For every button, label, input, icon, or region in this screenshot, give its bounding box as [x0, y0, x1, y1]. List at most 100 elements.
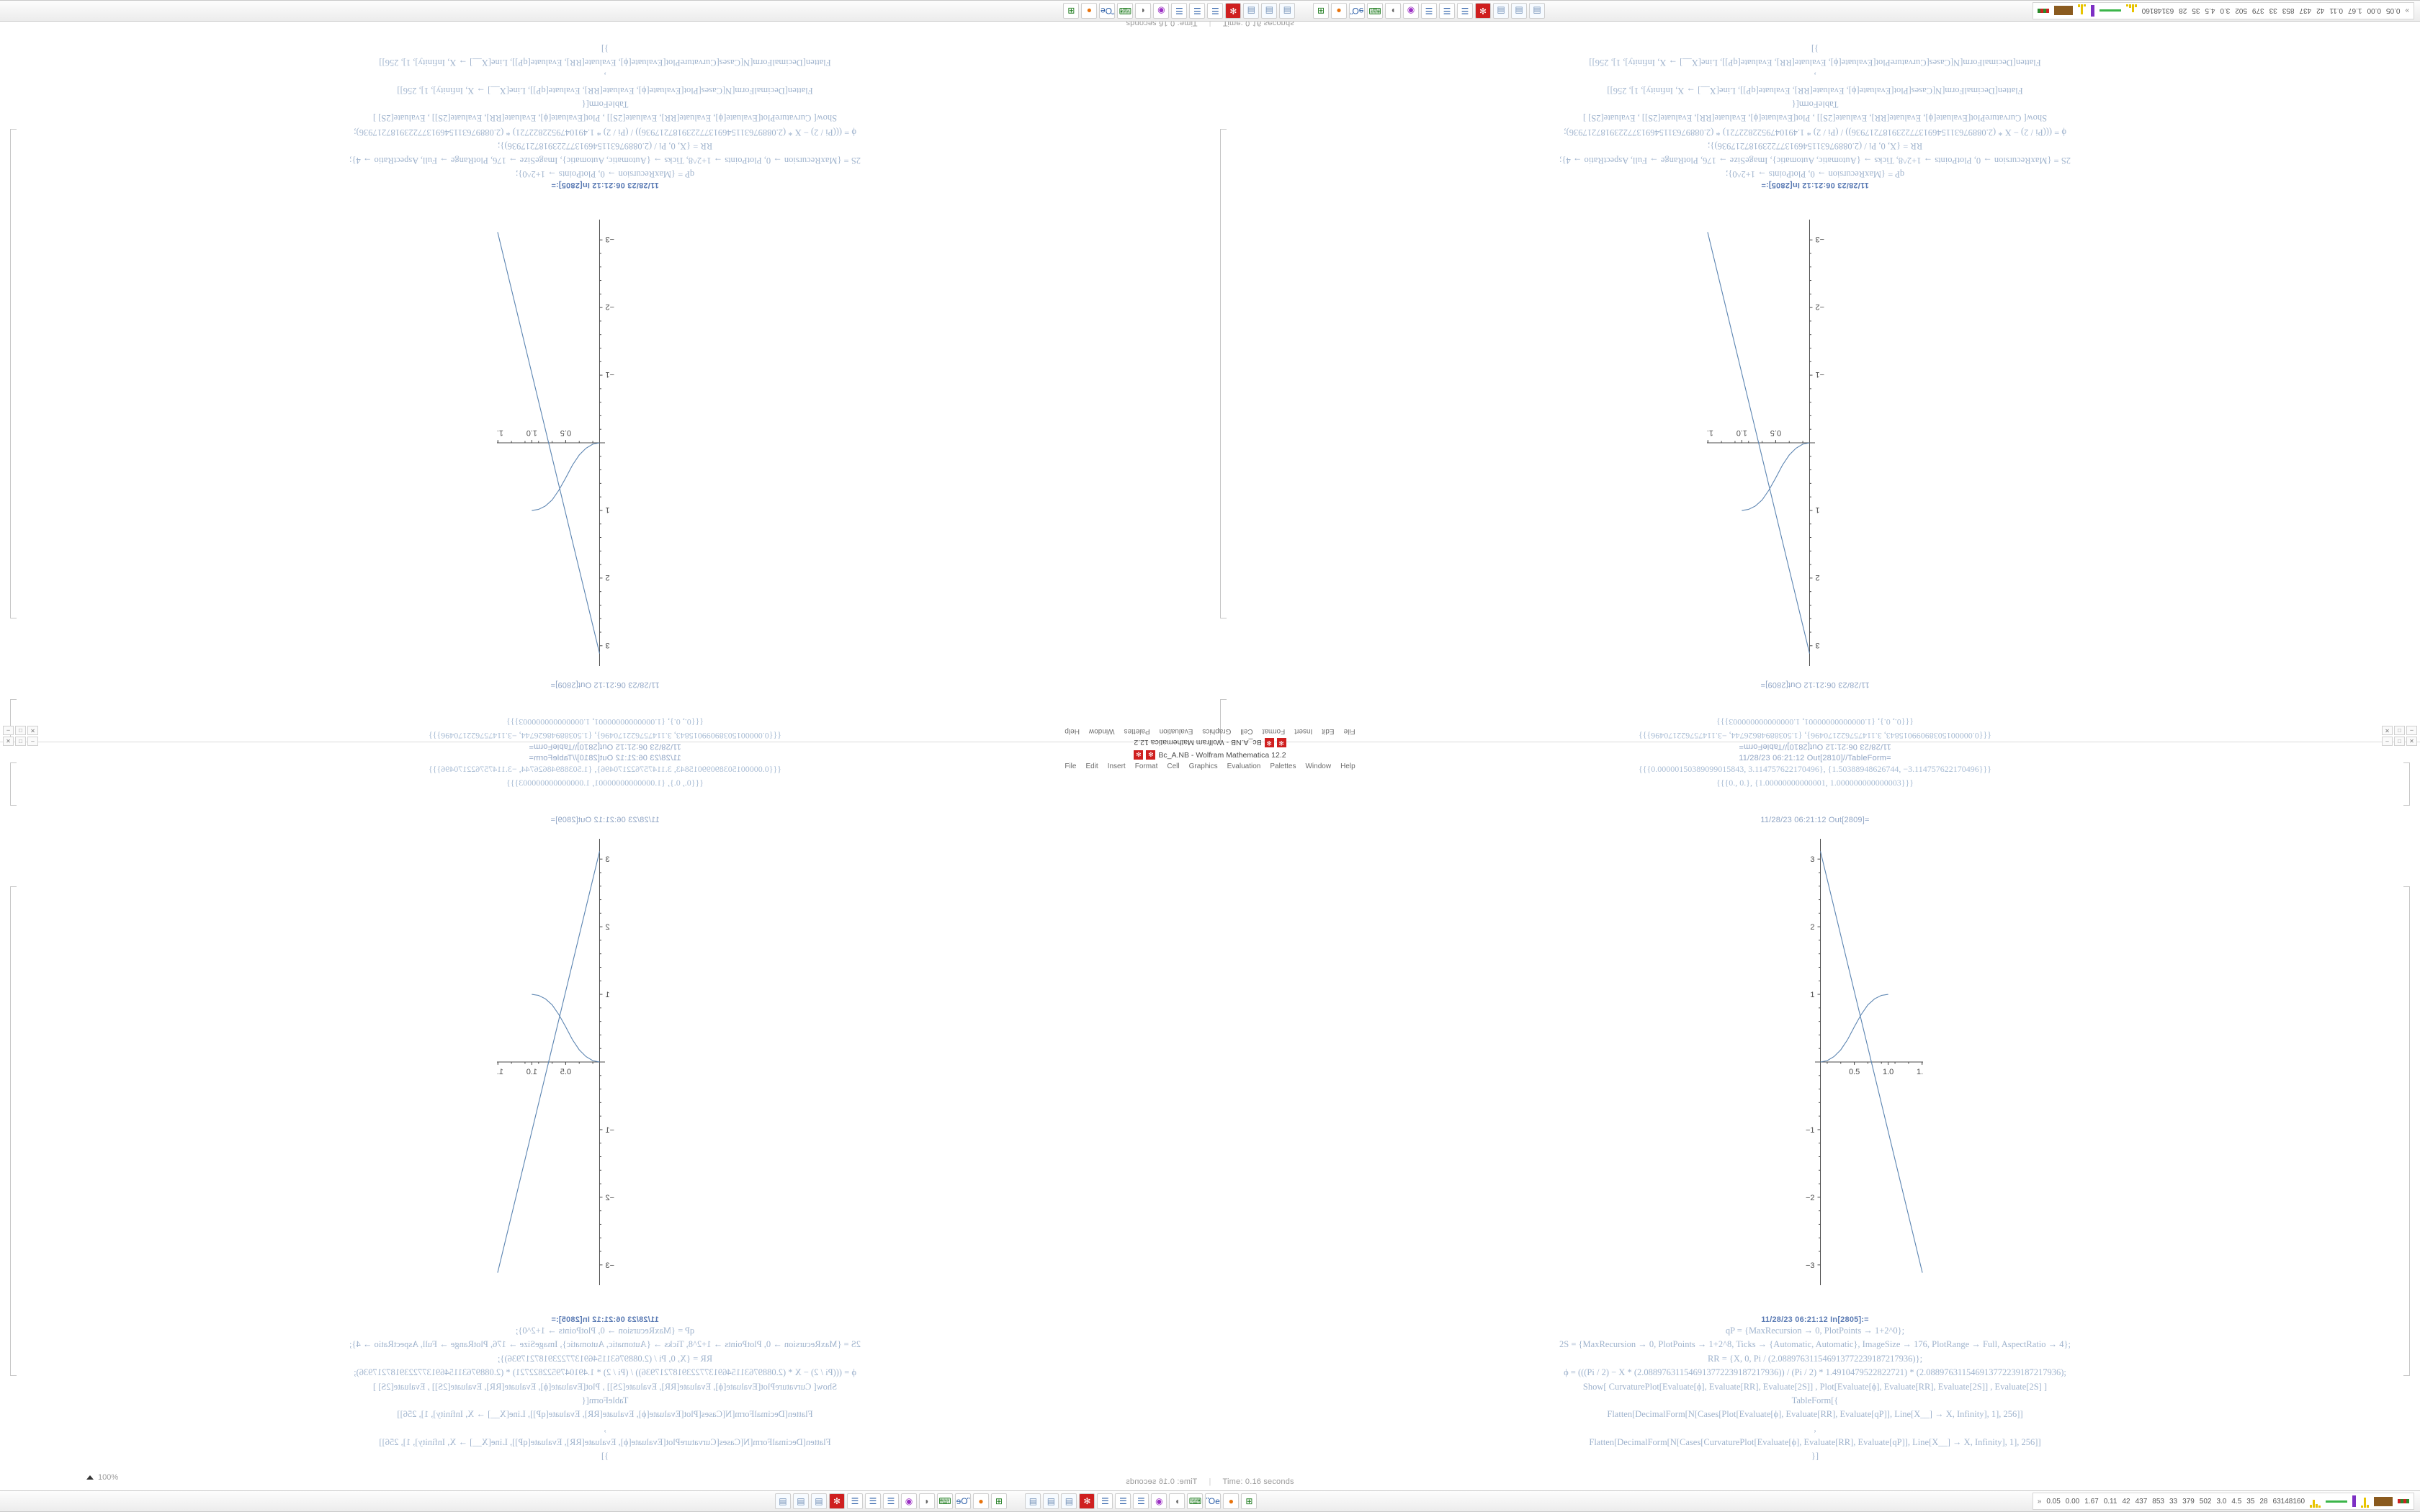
menu-item-palettes[interactable]: Palettes — [1124, 727, 1150, 735]
minimize-button[interactable]: – — [2406, 726, 2417, 735]
close-button[interactable]: ✕ — [3, 737, 14, 746]
menu-item-window[interactable]: Window — [1088, 727, 1115, 735]
firefox-icon[interactable]: ● — [1223, 1493, 1240, 1509]
document-icon[interactable]: ☰ — [883, 1493, 900, 1509]
maximize-button[interactable]: □ — [2394, 726, 2405, 735]
vlc-icon[interactable]: ◉ — [901, 1493, 918, 1509]
code-line[interactable]: 2S = {MaxRecursion → 0, PlotPoints → 1+2… — [1559, 1339, 2071, 1350]
code-line[interactable]: , — [604, 1423, 606, 1434]
code-line[interactable]: Show[ CurvaturePlot[Evaluate[ϕ], Evaluat… — [1582, 113, 2048, 124]
menu-item-insert[interactable]: Insert — [1107, 762, 1126, 770]
code-line[interactable]: Flatten[DecimalForm[N[Cases[Plot[Evaluat… — [1607, 85, 2023, 96]
minimize-button[interactable]: – — [2382, 737, 2393, 746]
menu-item-help[interactable]: Help — [1340, 762, 1355, 770]
code-line[interactable]: ϕ = (((Pi / 2) − X * (2.0889763115469137… — [1564, 127, 2066, 138]
notebook-icon[interactable]: ▤ — [1279, 3, 1296, 19]
document-icon[interactable]: ☰ — [865, 1493, 882, 1509]
moon-icon[interactable]: ◖ — [1169, 1493, 1186, 1509]
calculator-icon[interactable]: ⊞ — [1313, 3, 1330, 19]
taskbar-icon-group[interactable]: ▤ ▤ ▤ ✻ ☰ ☰ ☰ ◉ ◖ ⌨ Ὃe ● ⊞ — [1063, 3, 1296, 19]
input-cell[interactable]: 11/28/23 06:21:12 In[2805]:= qP = {MaxRec… — [1210, 41, 2420, 189]
window-controls-left[interactable]: ✕ □ – ✕ □ – — [3, 726, 38, 746]
menu-item-help[interactable]: Help — [1065, 727, 1080, 735]
document-icon[interactable]: ☰ — [1439, 3, 1456, 19]
terminal-icon[interactable]: ⌨ — [937, 1493, 954, 1509]
cell-bracket[interactable] — [2403, 762, 2410, 806]
menu-item-cell[interactable]: Cell — [1167, 762, 1180, 770]
code-line[interactable]: Flatten[DecimalForm[N[Cases[CurvaturePlo… — [379, 58, 831, 68]
menu-item-format[interactable]: Format — [1262, 727, 1286, 735]
code-line[interactable]: }] — [601, 1451, 609, 1462]
system-monitor-tray[interactable]: » 0.05 0.00 1.67 0.11 42 437 853 33 379 … — [2032, 1493, 2415, 1510]
code-line[interactable]: TableForm[{ — [581, 99, 629, 110]
calculator-icon[interactable]: ⊞ — [1063, 3, 1080, 19]
close-button[interactable]: ✕ — [2382, 726, 2393, 735]
notebook-icon[interactable]: ▤ — [1493, 3, 1510, 19]
input-cell[interactable]: 11/28/23 06:21:12 In[2805]:= qP = {MaxRec… — [0, 1315, 1210, 1464]
document-icon[interactable]: ☰ — [1421, 3, 1438, 19]
vlc-icon[interactable]: ◉ — [1151, 1493, 1168, 1509]
document-icon[interactable]: ☰ — [1133, 1493, 1150, 1509]
code-line[interactable]: Flatten[DecimalForm[N[Cases[CurvaturePlo… — [1589, 1437, 2041, 1447]
output-cell-tableform[interactable]: 11/28/23 06:21:12 Out[2810]//TableForm= {… — [1210, 754, 2420, 806]
save-icon[interactable]: Ὃe — [955, 1493, 972, 1509]
save-icon[interactable]: Ὃe — [1349, 3, 1366, 19]
taskbar-icon-group[interactable]: ▤ ▤ ▤ ✻ ☰ ☰ ☰ ◉ ◖ ⌨ Ὃe ● ⊞ — [1025, 1493, 1258, 1509]
maximize-button[interactable]: □ — [2394, 737, 2405, 746]
code-line[interactable]: Flatten[DecimalForm[N[Cases[Plot[Evaluat… — [1607, 1409, 2023, 1420]
menu-item-evaluation[interactable]: Evaluation — [1159, 727, 1193, 735]
menu-bar[interactable]: File Edit Insert Format Cell Graphics Evaluati… — [0, 761, 2420, 772]
cell-bracket[interactable] — [10, 129, 17, 618]
document-icon[interactable]: ☰ — [1115, 1493, 1131, 1509]
code-line[interactable]: }] — [1811, 1451, 1819, 1462]
notebook-icon[interactable]: ▤ — [1261, 3, 1278, 19]
output-cell-plot[interactable]: 11/28/23 06:21:12 Out[2809]= −3 −2 −1 1 2 3 0.5… — [0, 129, 1210, 689]
notebook-icon[interactable]: ▤ — [1529, 3, 1546, 19]
code-line[interactable]: Show[ CurvaturePlot[Evaluate[ϕ], Evaluat… — [372, 1381, 838, 1392]
code-line[interactable]: ϕ = (((Pi / 2) − X * (2.0889763115469137… — [354, 1367, 856, 1378]
output-cell-plot[interactable]: 11/28/23 06:21:12 Out[2809]= −3 −2 −1 1 2 3 0.5… — [0, 816, 1210, 1376]
terminal-icon[interactable]: ⌨ — [1187, 1493, 1204, 1509]
code-line[interactable]: qP = {MaxRecursion → 0, PlotPoints → 1+2… — [1725, 1326, 1905, 1336]
code-line[interactable]: Flatten[DecimalForm[N[Cases[CurvaturePlo… — [379, 1437, 831, 1447]
code-line[interactable]: RR = {X, 0, Pi / (2.08897631154691377223… — [497, 1353, 713, 1364]
tray-expand-icon[interactable]: » — [2405, 6, 2409, 15]
code-line[interactable]: }] — [601, 43, 609, 54]
notebook-icon[interactable]: ▤ — [1025, 1493, 1041, 1509]
document-icon[interactable]: ☰ — [1457, 3, 1474, 19]
code-line[interactable]: Show[ CurvaturePlot[Evaluate[ϕ], Evaluat… — [1582, 1381, 2048, 1392]
code-line[interactable]: , — [1814, 1423, 1816, 1434]
output-cell-plot[interactable]: 11/28/23 06:21:12 Out[2809]= −3 −2 −1 1 2 3 0.5… — [1210, 816, 2420, 1376]
terminal-icon[interactable]: ⌨ — [1367, 3, 1384, 19]
notebook-quadrant-top-right[interactable]: 11/28/23 06:21:12 Out[2810]//TableForm={… — [1210, 18, 2420, 760]
cell-bracket[interactable] — [1220, 129, 1227, 618]
menu-bar-mirrored[interactable]: File Edit Insert Format Cell Graphics Evaluati… — [0, 726, 2420, 737]
code-line[interactable]: TableForm[{ — [1791, 1395, 1839, 1405]
chevron-up-icon[interactable] — [86, 1475, 94, 1480]
cell-bracket[interactable] — [2403, 886, 2410, 1376]
close-button[interactable]: ✕ — [27, 726, 38, 735]
menu-item-window[interactable]: Window — [1305, 762, 1332, 770]
menu-item-evaluation[interactable]: Evaluation — [1227, 762, 1261, 770]
firefox-icon[interactable]: ● — [1081, 3, 1098, 19]
close-button[interactable]: ✕ — [2406, 737, 2417, 746]
notebook-quadrant-bottom-right[interactable]: 11/28/23 06:21:12 Out[2810]//TableForm= {… — [1210, 745, 2420, 1487]
code-line[interactable]: Flatten[DecimalForm[N[Cases[CurvaturePlo… — [1589, 58, 2041, 68]
code-line[interactable]: Flatten[DecimalForm[N[Cases[Plot[Evaluat… — [397, 1409, 813, 1420]
code-line[interactable]: }] — [1811, 43, 1819, 54]
notebook-quadrant-top-left[interactable]: 11/28/23 06:21:12 Out[2810]//TableForm={… — [0, 18, 1210, 760]
output-cell-plot[interactable]: 11/28/23 06:21:12 Out[2809]= −3 −2 −1 1 2 3 0.5… — [1210, 129, 2420, 689]
notebook-icon[interactable]: ▤ — [811, 1493, 828, 1509]
code-line[interactable]: ϕ = (((Pi / 2) − X * (2.0889763115469137… — [1564, 1367, 2066, 1378]
calculator-icon[interactable]: ⊞ — [1241, 1493, 1258, 1509]
zoom-control-bottom[interactable]: 100% — [86, 1473, 118, 1482]
notebook-icon[interactable]: ▤ — [775, 1493, 792, 1509]
minimize-button[interactable]: – — [27, 737, 38, 746]
input-cell[interactable]: 11/28/23 06:21:12 In[2805]:= qP = {MaxRec… — [1210, 1315, 2420, 1464]
notebook-icon[interactable]: ▤ — [1511, 3, 1528, 19]
notebook-icon[interactable]: ▤ — [1243, 3, 1260, 19]
terminal-icon[interactable]: ⌨ — [1117, 3, 1134, 19]
mathematica-icon[interactable]: ✻ — [1079, 1493, 1095, 1509]
menu-item-graphics[interactable]: Graphics — [1202, 727, 1232, 735]
menu-item-cell[interactable]: Cell — [1240, 727, 1253, 735]
